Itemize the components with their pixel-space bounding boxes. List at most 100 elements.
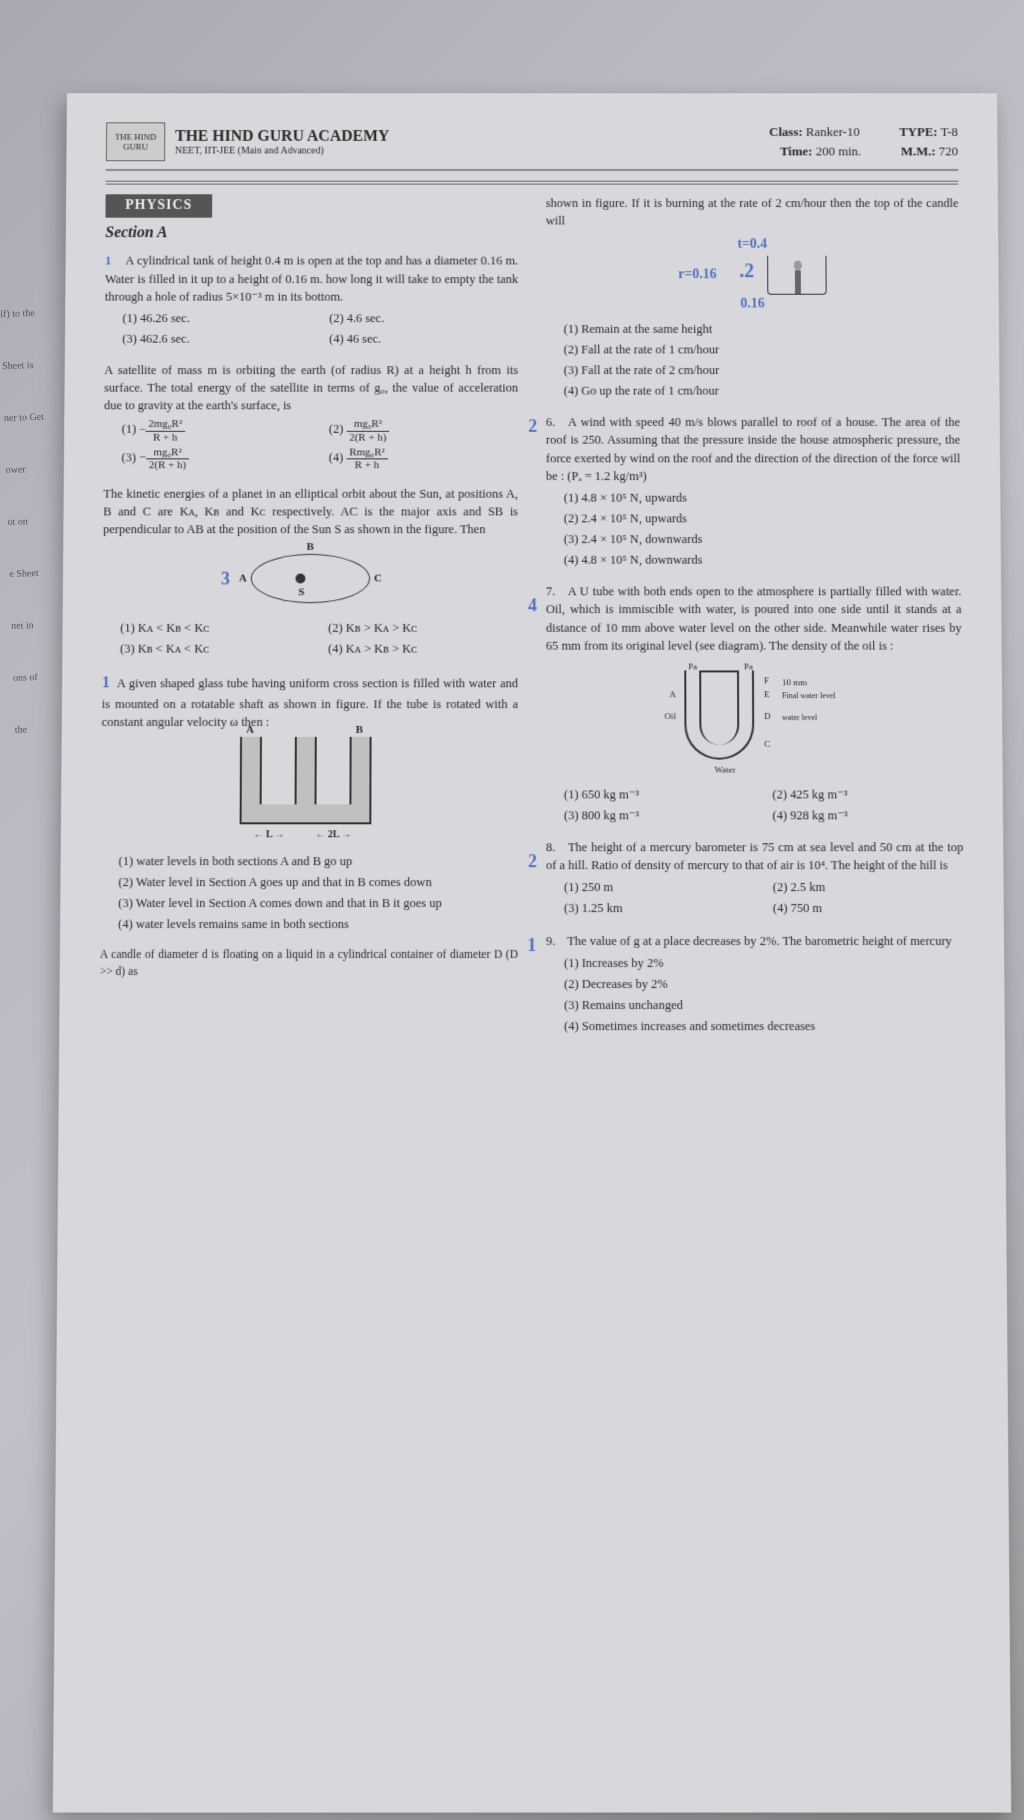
point-a: A [239,572,247,588]
q6-opt3: (3) 2.4 × 10⁵ N, downwards [564,530,961,548]
q2-opt3: (3) −mg₀R²2(R + h) [121,446,311,471]
point-b: B [307,540,314,556]
q8-opt4: (4) 750 m [773,900,964,918]
question-4: 1 A given shaped glass tube having unifo… [100,672,518,934]
utube-figure: A B ← L → ← 2L → [229,737,389,846]
point-s: S [298,586,304,602]
q9-opt1: (1) Increases by 2% [564,954,964,972]
q3-opt3: (3) Kʙ < Kᴀ < Kᴄ [120,640,310,658]
hand-annotation: 2 [528,848,537,874]
q4-opt3: (3) Water level in Section A comes down … [118,894,518,912]
label-b: B [356,723,363,739]
q9-num: 9. [546,932,564,950]
exam-paper: THE HIND GURU THE HIND GURU ACADEMY NEET… [53,93,1011,1812]
exam-meta: Class: Ranker-10 TYPE: T-8 Time: 200 min… [769,122,958,160]
point-c: C [374,572,382,588]
q5-opt2: (2) Fall at the rate of 1 cm/hour [564,341,960,359]
institute-subline: NEET, IIT-JEE (Main and Advanced) [175,145,389,156]
question-1: 1 A cylindrical tank of height 0.4 m is … [104,252,518,347]
hand-annotation: 1 [102,675,110,692]
q1-text: A cylindrical tank of height 0.4 m is op… [105,254,518,303]
q6-opt1: (1) 4.8 × 10⁵ N, upwards [564,489,961,507]
q5-opt3: (3) Fall at the rate of 2 cm/hour [564,361,960,379]
label-l: ← L → [253,828,284,842]
q8-opt1: (1) 250 m [564,878,755,896]
q3-opt1: (1) Kᴀ < Kʙ < Kᴄ [120,619,310,637]
q5-lead-text: A candle of diameter d is floating on a … [100,949,518,978]
hand-annotation: 4 [528,593,537,619]
q5-opt1: (1) Remain at the same height [564,320,960,338]
hand-annotation: .2 [739,261,754,282]
label-pa2: Pa [744,660,753,673]
label-water-level: water level [782,712,817,723]
q9-opt3: (3) Remains unchanged [564,996,965,1014]
label-water: Water [714,763,735,776]
hand-annotation: 1 [527,932,536,958]
section-title: Section A [105,222,518,245]
label-a: A [669,688,676,701]
q6-num: 6. [546,414,564,432]
hand-annotation: 2 [528,414,537,440]
q6-opt4: (4) 4.8 × 10⁵ N, downwards [564,551,961,569]
q9-opt2: (2) Decreases by 2% [564,975,964,993]
q1-opt2: (2) 4.6 sec. [329,309,518,327]
label-c: C [764,738,770,751]
oil-utube-figure: Pa Pa F 10 mm A E Final water level Oil … [664,660,844,779]
q1-opt4: (4) 46 sec. [329,330,518,348]
q2-text: A satellite of mass m is orbiting the ea… [104,363,518,412]
q9-opt4: (4) Sometimes increases and sometimes de… [564,1017,965,1035]
right-column: shown in figure. If it is burning at the… [546,194,965,1049]
label-10mm: 10 mm [782,676,807,689]
q1-opt1: (1) 46.26 sec. [122,309,311,327]
q9-text: The value of g at a place decreases by 2… [567,934,952,948]
hand-working: t=0.4 [737,237,767,252]
q6-opt2: (2) 2.4 × 10⁵ N, upwards [564,509,961,527]
q3-opt4: (4) Kᴀ > Kʙ > Kᴄ [328,640,518,658]
label-2l: ← 2L → [315,828,351,842]
question-7: 7. 4 A U tube with both ends open to the… [546,583,963,825]
q2-opt2: (2) mg₀R²2(R + h) [329,419,518,444]
question-2: A satellite of mass m is orbiting the ea… [104,361,519,471]
q7-text: A U tube with both ends open to the atmo… [546,585,962,653]
label-pa: Pa [688,660,697,673]
q7-opt1: (1) 650 kg m⁻³ [564,785,755,803]
question-6: 6. 2 A wind with speed 40 m/s blows para… [546,414,961,569]
hand-working: r=0.16 [678,267,716,282]
q4-opt1: (1) water levels in both sections A and … [119,852,519,870]
question-8: 8. 2 The height of a mercury barometer i… [546,838,964,917]
label-e: E [764,688,770,701]
q7-opt2: (2) 425 kg m⁻³ [772,785,963,803]
q7-opt3: (3) 800 kg m⁻³ [564,806,755,824]
q8-text: The height of a mercury barometer is 75 … [546,840,963,872]
divider [106,181,959,185]
logo: THE HIND GURU [106,122,165,161]
label-a: A [246,723,254,739]
label-f: F [764,674,769,687]
q3-text: The kinetic energies of a planet in an e… [103,487,518,536]
question-9: 9. 1 The value of g at a place decreases… [546,932,965,1036]
q5-intro: shown in figure. If it is burning at the… [546,196,959,227]
q4-text: A given shaped glass tube having uniform… [102,677,518,729]
q4-opt4: (4) water levels remains same in both se… [118,915,518,933]
label-final: Final water level [782,690,836,701]
question-5-lead: A candle of diameter d is floating on a … [100,947,518,980]
left-column: PHYSICS Section A 1 A cylindrical tank o… [99,194,518,1049]
q8-opt2: (2) 2.5 km [773,878,964,896]
q6-text: A wind with speed 40 m/s blows parallel … [546,416,961,483]
q1-opt3: (3) 462.6 sec. [122,330,311,348]
question-3: The kinetic energies of a planet in an e… [102,485,518,658]
q7-num: 7. [546,583,564,601]
question-5: shown in figure. If it is burning at the… [546,194,960,400]
q2-opt1: (1) −2mg₀R²R + h [122,419,311,444]
header: THE HIND GURU THE HIND GURU ACADEMY NEET… [106,122,958,171]
q3-opt2: (2) Kʙ > Kᴀ > Kᴄ [328,619,518,637]
q4-opt2: (2) Water level in Section A goes up and… [118,873,518,891]
q2-opt4: (4) Rmg₀R²R + h [329,446,518,471]
hand-annotation: 3 [221,566,230,592]
hand-annotation: 1 [105,252,123,270]
label-d: D [764,710,771,723]
subject-banner: PHYSICS [105,194,211,218]
q8-num: 8. [546,838,564,856]
ellipse-figure: 3 A B C S [241,544,380,613]
institute-name: THE HIND GURU ACADEMY [175,128,389,145]
